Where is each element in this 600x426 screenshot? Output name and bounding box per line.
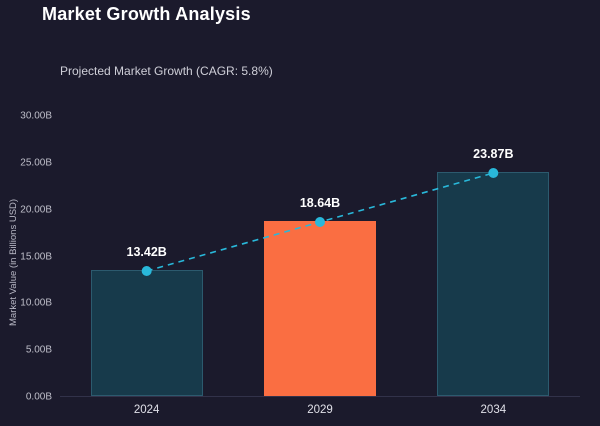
- trend-marker-2034: [488, 168, 499, 178]
- y-tick-30.00B: 30.00B: [20, 110, 52, 122]
- y-tick-15.00B: 15.00B: [20, 251, 52, 262]
- y-axis-ticks: 0.00B 5.00B 10.00B 15.00B 20.00B 25.00B 30.00B: [0, 111, 52, 403]
- page-title: Market Growth Analysis: [42, 4, 251, 24]
- x-tick-2034: 2034: [480, 404, 507, 416]
- trend-marker-2029: [315, 217, 325, 227]
- y-tick-0.00B: 0.00B: [25, 391, 52, 403]
- trend-marker-2024: [141, 266, 152, 276]
- y-tick-20.00B: 20.00B: [20, 204, 52, 216]
- y-tick-10.00B: 10.00B: [20, 297, 52, 309]
- trend-line-layer: [141, 168, 499, 276]
- value-label-2024: 13.42B: [126, 245, 167, 259]
- value-label-2034: 23.87B: [473, 147, 514, 161]
- chart-subtitle: Projected Market Growth (CAGR: 5.8%): [60, 64, 273, 78]
- bar-2024: [90, 270, 203, 396]
- bar-2034: [437, 172, 550, 396]
- x-tick-2029: 2029: [307, 404, 333, 416]
- plot-area: 13.42B 18.64B 23.87B: [60, 116, 580, 397]
- x-tick-2024: 2024: [133, 404, 160, 416]
- y-tick-25.00B: 25.00B: [20, 157, 52, 169]
- y-tick-5.00B: 5.00B: [25, 344, 52, 356]
- x-axis-ticks: 2024 2029 2034: [60, 397, 580, 423]
- value-label-2029: 18.64B: [299, 196, 341, 210]
